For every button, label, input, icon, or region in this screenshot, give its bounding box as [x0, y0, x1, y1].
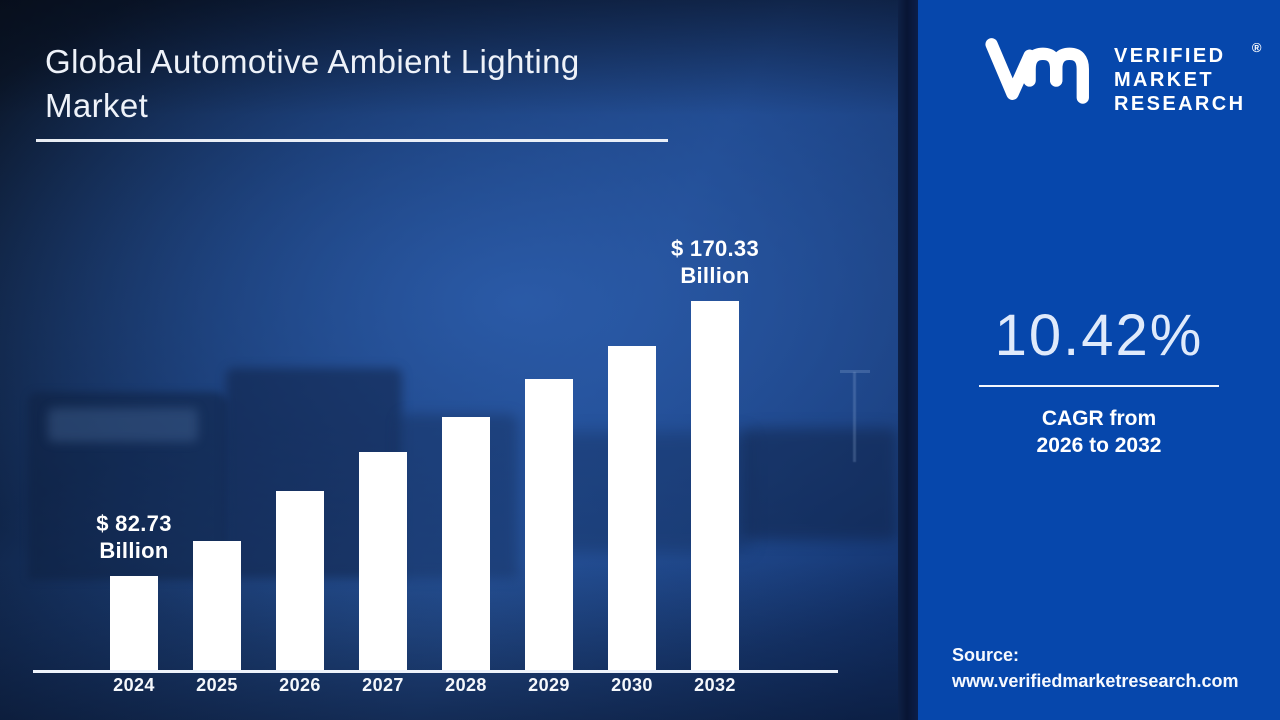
title-underline: [36, 139, 668, 142]
source-block: Source: www.verifiedmarketresearch.com: [952, 642, 1238, 694]
cagr-block: 10.42% CAGR from 2026 to 2032: [918, 302, 1280, 459]
brand-name: VERIFIED MARKET RESEARCH ®: [1114, 40, 1261, 116]
x-axis-line: [33, 670, 838, 673]
page-title-line2: Market: [45, 87, 149, 124]
x-tick-label-2030: 2030: [611, 675, 653, 695]
bar-2025: [193, 541, 241, 670]
x-tick-label-2032: 2032: [694, 675, 736, 695]
source-url: www.verifiedmarketresearch.com: [952, 671, 1239, 691]
x-tick-label-2027: 2027: [362, 675, 404, 695]
brand-name-line1: VERIFIED: [1114, 45, 1226, 67]
cagr-underline: [979, 385, 1219, 387]
vmr-monogram-icon: [984, 34, 1098, 111]
bar-2029: [525, 379, 573, 670]
cagr-caption-line1: CAGR from: [1041, 407, 1157, 430]
x-tick-label-2028: 2028: [445, 675, 487, 695]
bar-2027: [359, 452, 407, 670]
brand-name-line3: RESEARCH: [1114, 93, 1246, 115]
info-sidebar: VERIFIED MARKET RESEARCH ® 10.42% CAGR f…: [918, 0, 1280, 720]
bar-2028: [442, 417, 490, 670]
cagr-value: 10.42%: [994, 303, 1204, 368]
panel-divider: [898, 0, 918, 720]
value-label-2024: $ 82.73 Billion: [96, 511, 172, 563]
bar-chart: 2024 $ 82.73 Billion 2025 2026 2027 2028 2029 20…: [33, 236, 838, 695]
bar-2030: [608, 346, 656, 670]
page-title-line1: Global Automotive Ambient Lighting: [45, 43, 580, 80]
bar-2026: [276, 491, 324, 670]
x-tick-label-2024: 2024: [113, 675, 155, 695]
x-tick-label-2029: 2029: [528, 675, 570, 695]
x-tick-label-2025: 2025: [196, 675, 238, 695]
value-label-2032: $ 170.33 Billion: [670, 236, 760, 288]
cagr-caption-line2: 2026 to 2032: [1036, 434, 1162, 457]
source-label: Source:: [952, 645, 1020, 665]
x-tick-label-2026: 2026: [279, 675, 321, 695]
cagr-caption: CAGR from 2026 to 2032: [918, 405, 1280, 459]
brand-block: VERIFIED MARKET RESEARCH ®: [984, 34, 1261, 116]
brand-name-line2: MARKET: [1114, 69, 1214, 91]
bar-2024: [110, 576, 158, 670]
bar-2032: [691, 301, 739, 670]
page-title: Global Automotive Ambient Lighting Marke…: [45, 40, 580, 128]
registered-trademark-icon: ®: [1251, 40, 1262, 55]
